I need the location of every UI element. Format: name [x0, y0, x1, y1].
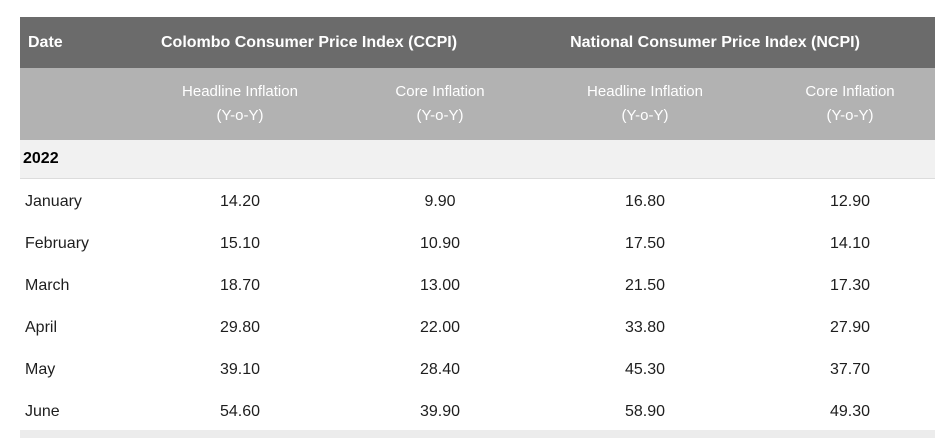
ccpi-headline-value: 39.10 — [135, 346, 345, 388]
subheader-empty-cell — [20, 68, 135, 140]
column-group-ncpi: National Consumer Price Index (NCPI) — [535, 17, 936, 68]
ncpi-core-value: 37.70 — [755, 346, 936, 388]
next-section-strip — [20, 430, 936, 438]
ncpi-core-value: 14.10 — [755, 220, 936, 262]
subheader-line2: (Y-o-Y) — [826, 107, 874, 124]
subheader-ncpi-headline: Headline Inflation (Y-o-Y) — [535, 68, 756, 140]
table-row-june: June 54.60 39.90 58.90 49.30 — [20, 388, 936, 430]
subheader-line1: Headline Inflation — [587, 83, 703, 100]
month-label: January — [20, 178, 135, 220]
ncpi-headline-value: 33.80 — [535, 304, 756, 346]
subheader-line2: (Y-o-Y) — [621, 107, 669, 124]
ncpi-headline-value: 45.30 — [535, 346, 756, 388]
table-row-may: May 39.10 28.40 45.30 37.70 — [20, 346, 936, 388]
ccpi-headline-value: 14.20 — [135, 178, 345, 220]
table-row-april: April 29.80 22.00 33.80 27.90 — [20, 304, 936, 346]
ncpi-headline-value: 16.80 — [535, 178, 756, 220]
inflation-table: Date Colombo Consumer Price Index (CCPI)… — [20, 17, 936, 438]
month-label: June — [20, 388, 135, 430]
ncpi-core-value: 49.30 — [755, 388, 936, 430]
table-row-march: March 18.70 13.00 21.50 17.30 — [20, 262, 936, 304]
table-row-january: January 14.20 9.90 16.80 12.90 — [20, 178, 936, 220]
subheader-ncpi-core: Core Inflation (Y-o-Y) — [755, 68, 936, 140]
ccpi-core-value: 9.90 — [345, 178, 536, 220]
ccpi-headline-value: 54.60 — [135, 388, 345, 430]
ccpi-core-value: 13.00 — [345, 262, 536, 304]
year-section-label: 2022 — [20, 140, 936, 179]
column-header-date: Date — [20, 17, 135, 68]
subheader-line1: Core Inflation — [805, 83, 895, 100]
next-section-row-partial — [20, 430, 936, 438]
ccpi-core-value: 28.40 — [345, 346, 536, 388]
year-section-row: 2022 — [20, 140, 936, 179]
ncpi-core-value: 12.90 — [755, 178, 936, 220]
ncpi-headline-value: 58.90 — [535, 388, 756, 430]
subheader-ccpi-headline: Headline Inflation (Y-o-Y) — [135, 68, 345, 140]
ccpi-headline-value: 15.10 — [135, 220, 345, 262]
column-group-ccpi: Colombo Consumer Price Index (CCPI) — [135, 17, 536, 68]
subheader-ccpi-core: Core Inflation (Y-o-Y) — [345, 68, 536, 140]
ncpi-headline-value: 17.50 — [535, 220, 756, 262]
month-label: February — [20, 220, 135, 262]
ccpi-headline-value: 29.80 — [135, 304, 345, 346]
table-row-february: February 15.10 10.90 17.50 14.10 — [20, 220, 936, 262]
group-header-row: Date Colombo Consumer Price Index (CCPI)… — [20, 17, 936, 68]
ccpi-core-value: 22.00 — [345, 304, 536, 346]
month-label: April — [20, 304, 135, 346]
ccpi-core-value: 39.90 — [345, 388, 536, 430]
subheader-line1: Headline Inflation — [182, 83, 298, 100]
subheader-line2: (Y-o-Y) — [216, 107, 264, 124]
ccpi-core-value: 10.90 — [345, 220, 536, 262]
ncpi-core-value: 17.30 — [755, 262, 936, 304]
ncpi-headline-value: 21.50 — [535, 262, 756, 304]
month-label: May — [20, 346, 135, 388]
inflation-table-container: Date Colombo Consumer Price Index (CCPI)… — [20, 17, 936, 438]
subheader-row: Headline Inflation (Y-o-Y) Core Inflatio… — [20, 68, 936, 140]
ccpi-headline-value: 18.70 — [135, 262, 345, 304]
subheader-line2: (Y-o-Y) — [416, 107, 464, 124]
ncpi-core-value: 27.90 — [755, 304, 936, 346]
month-label: March — [20, 262, 135, 304]
subheader-line1: Core Inflation — [395, 83, 485, 100]
